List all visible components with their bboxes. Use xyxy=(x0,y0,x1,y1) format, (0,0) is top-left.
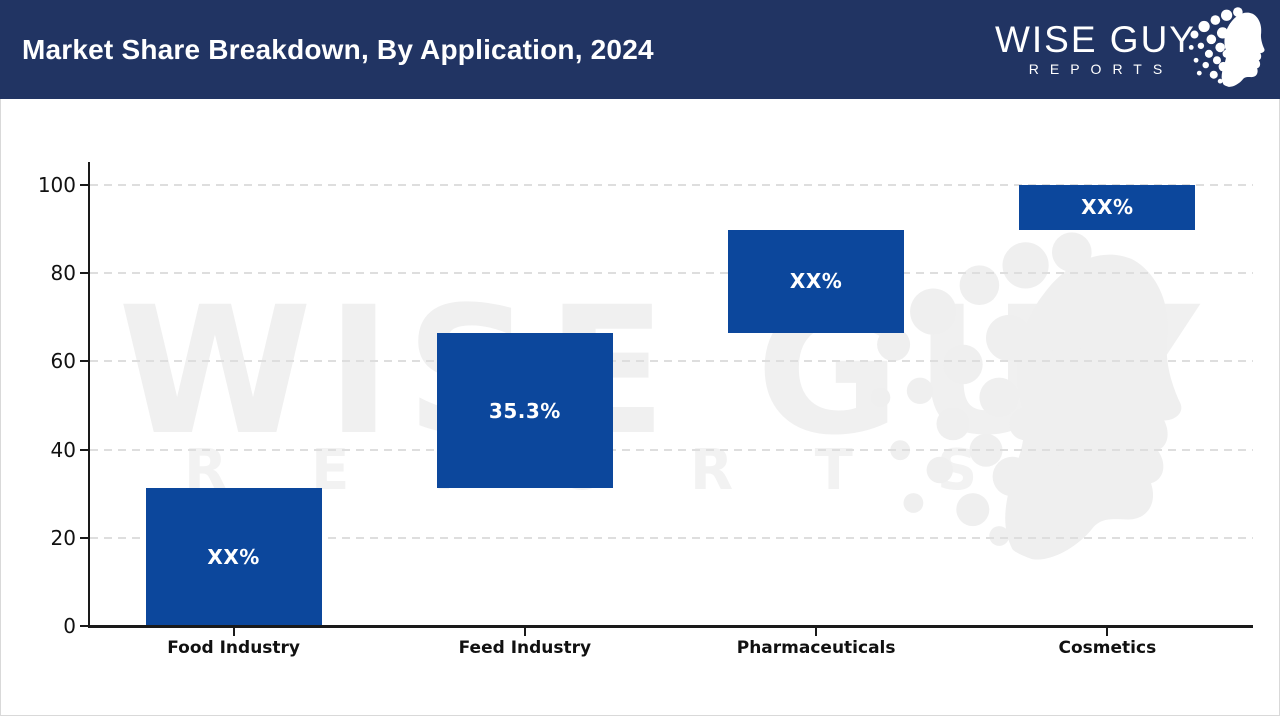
x-category-label-feed-industry: Feed Industry xyxy=(458,638,592,658)
y-tick-label: 40 xyxy=(50,437,76,462)
bar-value-label: 35.3% xyxy=(488,398,561,423)
bar-feed-industry: 35.3% xyxy=(436,332,613,489)
x-tick-mark xyxy=(232,628,235,636)
x-category-label-food-industry: Food Industry xyxy=(167,638,301,658)
y-tick-label: 60 xyxy=(50,349,76,374)
watermark-head-icon xyxy=(870,232,1182,560)
dotted-head-icon xyxy=(1188,7,1265,87)
y-tick-mark xyxy=(80,625,88,627)
y-axis-line xyxy=(88,162,90,628)
logo-subtitle: REPORTS xyxy=(1028,61,1174,77)
bar-value-label: XX% xyxy=(789,269,843,294)
bar-food-industry: XX% xyxy=(145,488,322,626)
y-gridline xyxy=(90,448,1253,451)
y-gridline xyxy=(90,360,1253,363)
y-gridline xyxy=(90,272,1253,275)
bar-value-label: XX% xyxy=(207,545,260,570)
wise-guy-reports-logo: WISE GUY REPORTS xyxy=(995,4,1268,94)
x-category-label-cosmetics: Cosmetics xyxy=(1058,638,1157,658)
y-tick-mark xyxy=(80,184,88,186)
header-bar: Market Share Breakdown, By Application, … xyxy=(0,0,1280,99)
y-tick-label: 80 xyxy=(50,261,76,286)
y-tick-label: 100 xyxy=(37,173,76,197)
y-tick-mark xyxy=(80,272,88,275)
logo-text: WISE GUY REPORTS xyxy=(995,21,1196,77)
y-tick-mark xyxy=(80,448,88,451)
bar-pharmaceuticals: XX% xyxy=(728,229,905,333)
x-axis-line xyxy=(88,625,1253,628)
logo-wordmark: WISE GUY xyxy=(994,19,1196,60)
bar-value-label: XX% xyxy=(1081,195,1134,220)
y-gridline xyxy=(90,536,1253,539)
x-tick-mark xyxy=(523,628,526,636)
y-tick-label: 20 xyxy=(50,525,76,550)
x-tick-mark xyxy=(1106,628,1109,636)
x-tick-mark xyxy=(815,628,818,636)
y-gridline xyxy=(90,184,1253,186)
y-tick-mark xyxy=(80,360,88,363)
y-tick-label: 0 xyxy=(63,614,76,638)
chart-title: Market Share Breakdown, By Application, … xyxy=(22,33,654,65)
bar-cosmetics: XX% xyxy=(1019,185,1196,230)
x-category-label-pharmaceuticals: Pharmaceuticals xyxy=(736,638,896,658)
y-tick-mark xyxy=(80,536,88,539)
